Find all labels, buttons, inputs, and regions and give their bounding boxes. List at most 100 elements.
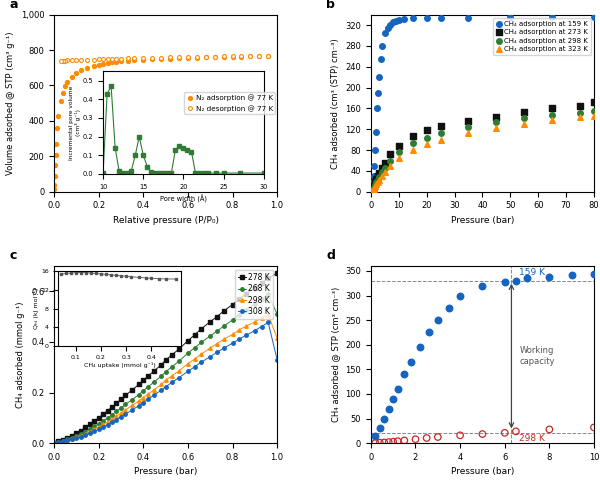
N₂ adsorption @ 77 K xyxy=(193,55,200,60)
268 K xyxy=(113,409,120,414)
Point xyxy=(371,439,380,447)
298 K xyxy=(236,327,243,333)
278 K xyxy=(91,418,98,424)
CH₄ adsorption at 159 K xyxy=(377,42,387,50)
N₂ desorption @ 77 K xyxy=(77,57,85,63)
CH₄ adsorption at 298 K xyxy=(491,118,501,126)
CH₄ adsorption at 159 K xyxy=(436,14,445,21)
298 K xyxy=(59,438,67,444)
CH₄ adsorption at 159 K xyxy=(374,73,384,81)
278 K xyxy=(251,285,259,291)
268 K xyxy=(175,358,182,364)
278 K xyxy=(158,362,165,368)
268 K xyxy=(118,405,125,411)
278 K xyxy=(135,381,142,387)
N₂ adsorption @ 77 K xyxy=(95,62,102,68)
268 K xyxy=(86,426,94,432)
308 K xyxy=(220,345,227,351)
Point xyxy=(567,272,577,280)
308 K xyxy=(162,384,169,390)
278 K xyxy=(144,374,151,379)
N₂ adsorption @ 77 K xyxy=(247,54,254,59)
298 K xyxy=(242,323,250,329)
Point xyxy=(379,414,389,422)
308 K xyxy=(122,411,129,417)
Point xyxy=(400,371,409,378)
N₂ desorption @ 77 K xyxy=(211,54,218,59)
N₂ desorption @ 77 K xyxy=(158,55,165,60)
308 K xyxy=(68,436,76,442)
278 K xyxy=(64,435,71,441)
N₂ adsorption @ 77 K xyxy=(175,55,182,61)
CH₄ adsorption at 323 K xyxy=(369,185,379,192)
N₂ desorption @ 77 K xyxy=(64,57,71,63)
N₂ adsorption @ 77 K xyxy=(109,59,116,65)
Legend: CH₄ adsorption at 159 K, CH₄ adsorption at 273 K, CH₄ adsorption at 298 K, CH₄ a: CH₄ adsorption at 159 K, CH₄ adsorption … xyxy=(493,18,590,55)
N₂ adsorption @ 77 K xyxy=(55,112,62,118)
308 K xyxy=(175,375,182,380)
CH₄ adsorption at 323 K xyxy=(370,183,380,190)
CH₄ adsorption at 273 K xyxy=(367,187,376,195)
268 K xyxy=(191,345,198,351)
268 K xyxy=(82,429,89,434)
278 K xyxy=(100,412,107,417)
268 K xyxy=(251,301,259,307)
Point xyxy=(433,433,443,441)
278 K xyxy=(213,314,220,319)
308 K xyxy=(258,324,265,330)
278 K xyxy=(118,396,125,402)
CH₄ adsorption at 323 K xyxy=(575,113,585,121)
CH₄ adsorption at 298 K xyxy=(368,186,377,193)
CH₄ adsorption at 273 K xyxy=(547,105,557,112)
N₂ adsorption @ 77 K xyxy=(50,186,58,191)
N₂ adsorption @ 77 K xyxy=(100,61,107,67)
X-axis label: Pressure (bar): Pressure (bar) xyxy=(451,468,514,476)
N₂ adsorption @ 77 K xyxy=(229,54,236,60)
308 K xyxy=(59,438,67,444)
N₂ adsorption @ 77 K xyxy=(158,56,165,62)
CH₄ adsorption at 298 K xyxy=(377,169,387,176)
278 K xyxy=(242,291,250,297)
268 K xyxy=(77,431,85,437)
CH₄ adsorption at 273 K xyxy=(575,102,585,110)
Legend: N₂ adsorption @ 77 K, N₂ desorption @ 77 K: N₂ adsorption @ 77 K, N₂ desorption @ 77… xyxy=(184,93,275,114)
CH₄ adsorption at 273 K xyxy=(368,185,377,193)
CH₄ adsorption at 323 K xyxy=(394,154,404,162)
308 K xyxy=(191,364,198,370)
268 K xyxy=(59,438,67,444)
278 K xyxy=(265,275,272,281)
278 K xyxy=(128,387,136,393)
268 K xyxy=(140,388,147,393)
N₂ adsorption @ 77 K xyxy=(124,58,131,64)
N₂ desorption @ 77 K xyxy=(59,58,67,64)
Text: a: a xyxy=(10,0,18,11)
278 K xyxy=(151,368,158,374)
N₂ adsorption @ 77 K xyxy=(131,57,138,63)
308 K xyxy=(265,319,272,325)
CH₄ adsorption at 323 K xyxy=(371,181,381,188)
CH₄ adsorption at 273 K xyxy=(386,150,395,158)
CH₄ adsorption at 159 K xyxy=(408,14,418,22)
CH₄ adsorption at 298 K xyxy=(371,178,381,186)
Line: N₂ desorption @ 77 K: N₂ desorption @ 77 K xyxy=(59,54,270,63)
N₂ desorption @ 77 K xyxy=(73,57,80,63)
308 K xyxy=(82,432,89,438)
Point xyxy=(433,316,443,324)
268 K xyxy=(242,307,250,313)
N₂ desorption @ 77 K xyxy=(184,54,191,60)
298 K xyxy=(191,356,198,362)
N₂ desorption @ 77 K xyxy=(113,56,120,62)
CH₄ adsorption at 323 K xyxy=(408,146,418,154)
CH₄ adsorption at 273 K xyxy=(367,186,377,194)
268 K xyxy=(104,415,111,421)
Point xyxy=(393,385,403,393)
N₂ desorption @ 77 K xyxy=(95,56,102,62)
308 K xyxy=(109,419,116,425)
268 K xyxy=(55,439,62,445)
N₂ desorption @ 77 K xyxy=(149,55,156,61)
298 K xyxy=(100,422,107,428)
CH₄ adsorption at 323 K xyxy=(374,176,384,184)
N₂ desorption @ 77 K xyxy=(238,53,245,59)
Text: c: c xyxy=(10,249,17,262)
278 K xyxy=(236,296,243,302)
